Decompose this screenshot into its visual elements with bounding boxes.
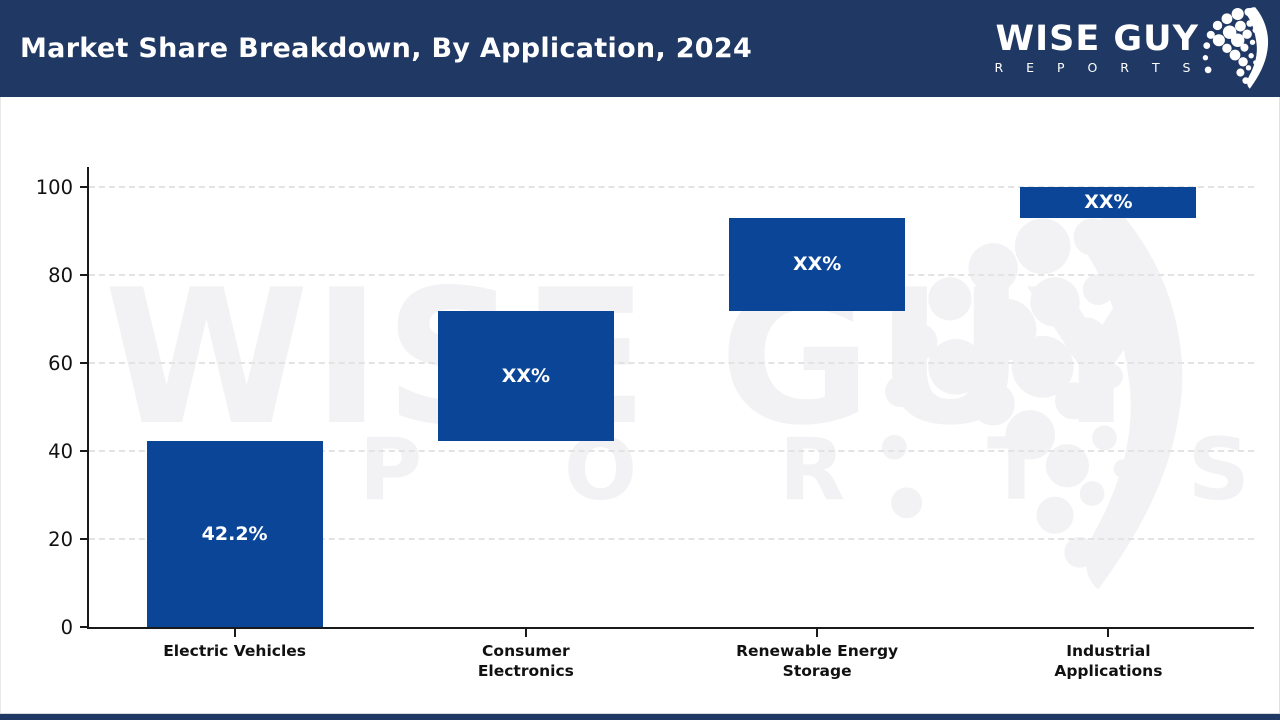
wise-guy-logo: WISE GUY R E P O R T S — [994, 3, 1270, 95]
y-tick-0 — [80, 626, 88, 628]
category-label-0: Electric Vehicles — [163, 642, 307, 660]
y-tick-label-0: 0 — [60, 616, 73, 639]
x-tick-1 — [524, 629, 527, 637]
y-tick-label-60: 60 — [48, 352, 73, 375]
y-tick-100 — [80, 186, 88, 188]
gridline-40 — [89, 450, 1254, 452]
logo-face-icon — [1196, 3, 1270, 95]
bar-value-label-1: XX% — [501, 365, 551, 388]
bar-chart: 0 20 40 60 80 100 42.2% Electric Vehicles XX% Con… — [1, 97, 1279, 713]
bar-value-label-2: XX% — [792, 253, 842, 276]
bar-value-label-0: 42.2% — [201, 523, 268, 546]
footer-bar — [0, 713, 1280, 720]
bar-0: 42.2% — [146, 441, 323, 627]
bar-2: XX% — [729, 217, 906, 312]
y-tick-label-80: 80 — [48, 264, 73, 287]
gridline-60 — [89, 362, 1254, 364]
gridline-100 — [89, 186, 1254, 188]
x-axis — [87, 627, 1254, 629]
chart-area: WISE GUY P O R T S 0 20 40 60 80 100 42.2% Elec… — [0, 97, 1280, 713]
gridline-80 — [89, 274, 1254, 276]
y-tick-label-40: 40 — [48, 440, 73, 463]
category-label-3: Industrial Applications — [1054, 642, 1163, 680]
bar-3: XX% — [1020, 187, 1197, 218]
logo-subtext: R E P O R T S — [994, 60, 1200, 75]
category-label-2: Renewable Energy Storage — [736, 642, 899, 680]
header: Market Share Breakdown, By Application, … — [0, 0, 1280, 97]
page-title: Market Share Breakdown, By Application, … — [20, 33, 753, 64]
y-tick-80 — [80, 274, 88, 276]
gridline-20 — [89, 538, 1254, 540]
y-axis — [87, 167, 89, 627]
category-label-1: Consumer Electronics — [477, 642, 574, 680]
x-tick-3 — [1107, 629, 1110, 637]
x-tick-0 — [233, 629, 236, 637]
x-tick-2 — [816, 629, 819, 637]
y-tick-20 — [80, 538, 88, 540]
y-tick-60 — [80, 362, 88, 364]
y-tick-label-100: 100 — [35, 176, 73, 199]
logo-wordmark: WISE GUY — [995, 19, 1199, 59]
bar-value-label-3: XX% — [1084, 191, 1133, 214]
y-tick-label-20: 20 — [48, 528, 73, 551]
y-tick-40 — [80, 450, 88, 452]
bar-1: XX% — [437, 311, 614, 442]
